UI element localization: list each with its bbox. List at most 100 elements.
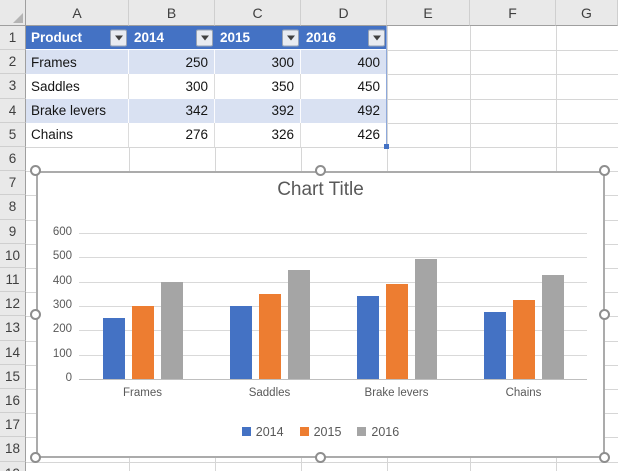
y-axis-tick-label: 100 xyxy=(52,347,72,360)
y-axis-tick-label: 500 xyxy=(52,250,72,263)
bar-2015-brake-levers[interactable] xyxy=(385,283,408,379)
legend-item-2016[interactable]: 2016 xyxy=(357,425,399,439)
row-header-16[interactable]: 16 xyxy=(0,389,26,414)
table-cell[interactable]: Saddles xyxy=(26,74,129,99)
chart-handle-top-right[interactable] xyxy=(599,165,610,176)
x-axis-category-label: Saddles xyxy=(248,387,291,399)
chart-title[interactable]: Chart Title xyxy=(277,179,364,200)
table-cell[interactable]: 326 xyxy=(215,122,301,147)
row-header-17[interactable]: 17 xyxy=(0,413,26,438)
table-outer-border xyxy=(386,26,387,147)
bar-2014-chains[interactable] xyxy=(483,311,506,379)
row-header-10[interactable]: 10 xyxy=(0,243,26,268)
bar-2016-chains[interactable] xyxy=(541,275,564,379)
chart-handle-bottom-right[interactable] xyxy=(599,452,610,463)
y-axis-tick-label: 200 xyxy=(52,323,72,336)
bar-2015-frames[interactable] xyxy=(131,306,154,379)
legend-item-2015[interactable]: 2015 xyxy=(299,424,342,439)
row-header-6[interactable]: 6 xyxy=(0,147,26,172)
bar-chart-object[interactable]: Chart Title 600 500 400 300 200 100 0 Frames Sad… xyxy=(30,165,610,463)
table-cell[interactable]: 342 xyxy=(129,98,215,123)
bar-2016-brake-levers[interactable] xyxy=(414,259,437,379)
table-header-2014[interactable]: 2014 xyxy=(129,26,215,51)
bar-2015-saddles[interactable] xyxy=(258,293,281,379)
table-cell[interactable]: 492 xyxy=(301,98,387,123)
chart-legend[interactable]: 2014 2015 2016 xyxy=(36,424,605,439)
row-header-2[interactable]: 2 xyxy=(0,50,26,75)
table-cell[interactable]: 450 xyxy=(301,74,387,99)
table-cell[interactable]: 300 xyxy=(129,74,215,99)
row-header-5[interactable]: 5 xyxy=(0,122,26,147)
table-cell[interactable]: 350 xyxy=(215,74,301,99)
x-axis-category-label: Brake levers xyxy=(364,387,429,399)
legend-label: 2015 xyxy=(313,424,342,439)
column-header-G[interactable]: G xyxy=(556,0,618,26)
chart-handle-top-left[interactable] xyxy=(30,165,41,176)
row-header-18[interactable]: 18 xyxy=(0,437,26,462)
chart-handle-middle-left[interactable] xyxy=(30,309,41,320)
row-header-4[interactable]: 4 xyxy=(0,98,26,123)
row-header-13[interactable]: 13 xyxy=(0,316,26,341)
filter-dropdown-button[interactable] xyxy=(110,29,127,47)
filter-dropdown-button[interactable] xyxy=(196,29,213,47)
x-axis-category-label: Frames xyxy=(123,387,162,399)
select-all-triangle-icon xyxy=(13,13,23,23)
legend-swatch-icon xyxy=(357,427,367,436)
bar-2014-saddles[interactable] xyxy=(229,306,252,379)
table-cell[interactable]: 400 xyxy=(301,50,387,75)
row-header-8[interactable]: 8 xyxy=(0,195,26,220)
bar-2015-chains[interactable] xyxy=(512,299,535,379)
filter-dropdown-button[interactable] xyxy=(368,29,385,47)
x-axis-category-label: Chains xyxy=(505,387,542,399)
row-header-7[interactable]: 7 xyxy=(0,171,26,196)
bar-2014-brake-levers[interactable] xyxy=(356,295,379,379)
column-header-D[interactable]: D xyxy=(301,0,387,26)
y-axis-tick-label: 0 xyxy=(65,372,72,384)
row-header-11[interactable]: 11 xyxy=(0,268,26,293)
table-header-label: Product xyxy=(31,30,83,46)
column-header-F[interactable]: F xyxy=(470,0,556,26)
chart-handle-top-center[interactable] xyxy=(315,165,326,176)
row-header-12[interactable]: 12 xyxy=(0,292,26,317)
row-header-9[interactable]: 9 xyxy=(0,219,26,244)
table-cell[interactable]: Frames xyxy=(26,50,129,75)
column-header-E[interactable]: E xyxy=(387,0,470,26)
table-header-label: 2016 xyxy=(306,30,337,46)
filter-dropdown-button[interactable] xyxy=(282,29,299,47)
table-cell[interactable]: Brake levers xyxy=(26,98,129,123)
row-header-3[interactable]: 3 xyxy=(0,74,26,99)
table-header-2016[interactable]: 2016 xyxy=(301,26,387,51)
row-header-19[interactable]: 19 xyxy=(0,461,26,471)
row-header-15[interactable]: 15 xyxy=(0,364,26,389)
table-cell[interactable]: Chains xyxy=(26,122,129,147)
chart-gridline xyxy=(79,330,587,332)
table-cell[interactable]: 250 xyxy=(129,50,215,75)
table-resize-handle[interactable] xyxy=(384,144,389,149)
row-header-1[interactable]: 1 xyxy=(0,26,26,51)
table-header-product[interactable]: Product xyxy=(26,26,129,51)
legend-item-2014[interactable]: 2014 xyxy=(241,424,284,439)
chart-handle-bottom-center[interactable] xyxy=(315,452,326,463)
table-cell[interactable]: 300 xyxy=(215,50,301,75)
bar-2016-frames[interactable] xyxy=(160,281,183,379)
y-axis-tick-label: 300 xyxy=(52,299,72,311)
bar-2016-saddles[interactable] xyxy=(287,269,310,379)
chart-gridline xyxy=(79,306,587,307)
column-header-C[interactable]: C xyxy=(215,0,301,26)
legend-label: 2014 xyxy=(255,424,284,439)
table-header-label: 2015 xyxy=(220,30,251,46)
chart-gridline xyxy=(79,281,587,283)
chart-gridline xyxy=(79,233,587,234)
row-header-14[interactable]: 14 xyxy=(0,340,26,365)
chart-handle-bottom-left[interactable] xyxy=(30,452,41,463)
chart-handle-middle-right[interactable] xyxy=(599,309,610,320)
table-cell[interactable]: 392 xyxy=(215,98,301,123)
select-all-corner[interactable] xyxy=(0,0,26,26)
column-header-B[interactable]: B xyxy=(129,0,215,26)
column-header-A[interactable]: A xyxy=(26,0,129,26)
table-header-2015[interactable]: 2015 xyxy=(215,26,301,51)
table-cell[interactable]: 276 xyxy=(129,122,215,147)
bar-2014-frames[interactable] xyxy=(102,318,125,379)
table-cell[interactable]: 426 xyxy=(301,122,387,147)
